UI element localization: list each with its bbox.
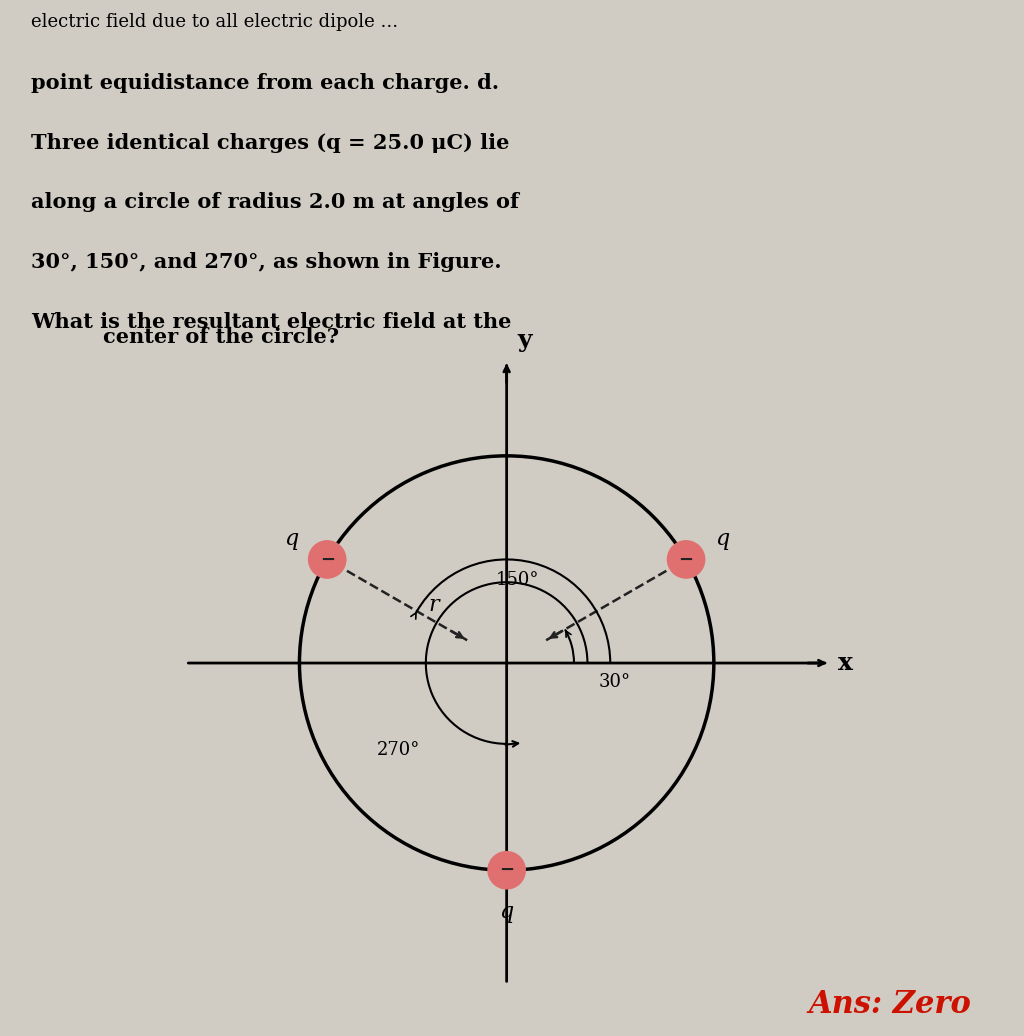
Text: 150°: 150° <box>496 571 539 589</box>
Circle shape <box>308 541 346 578</box>
Text: −: − <box>319 550 335 569</box>
Text: What is the resultant electric field at the: What is the resultant electric field at … <box>31 312 511 332</box>
Text: −: − <box>499 861 514 880</box>
Text: point equidistance from each charge. d.: point equidistance from each charge. d. <box>31 73 499 93</box>
Text: y: y <box>517 328 531 352</box>
Text: −: − <box>679 550 693 569</box>
Text: 30°, 150°, and 270°, as shown in Figure.: 30°, 150°, and 270°, as shown in Figure. <box>31 252 502 272</box>
Text: q: q <box>285 527 298 550</box>
Text: Ans: Zero: Ans: Zero <box>809 989 972 1020</box>
Text: 270°: 270° <box>377 741 421 759</box>
Text: center of the circle?: center of the circle? <box>102 327 339 347</box>
Text: r: r <box>429 594 439 616</box>
Text: q: q <box>715 527 729 550</box>
Text: Three identical charges (q = 25.0 μC) lie: Three identical charges (q = 25.0 μC) li… <box>31 133 509 152</box>
Text: 30°: 30° <box>598 672 631 691</box>
Circle shape <box>668 541 705 578</box>
Circle shape <box>488 852 525 889</box>
Text: along a circle of radius 2.0 m at angles of: along a circle of radius 2.0 m at angles… <box>31 193 519 212</box>
Text: x: x <box>839 651 853 675</box>
Text: electric field due to all electric dipole ...: electric field due to all electric dipol… <box>31 13 398 31</box>
Text: q: q <box>500 900 514 923</box>
